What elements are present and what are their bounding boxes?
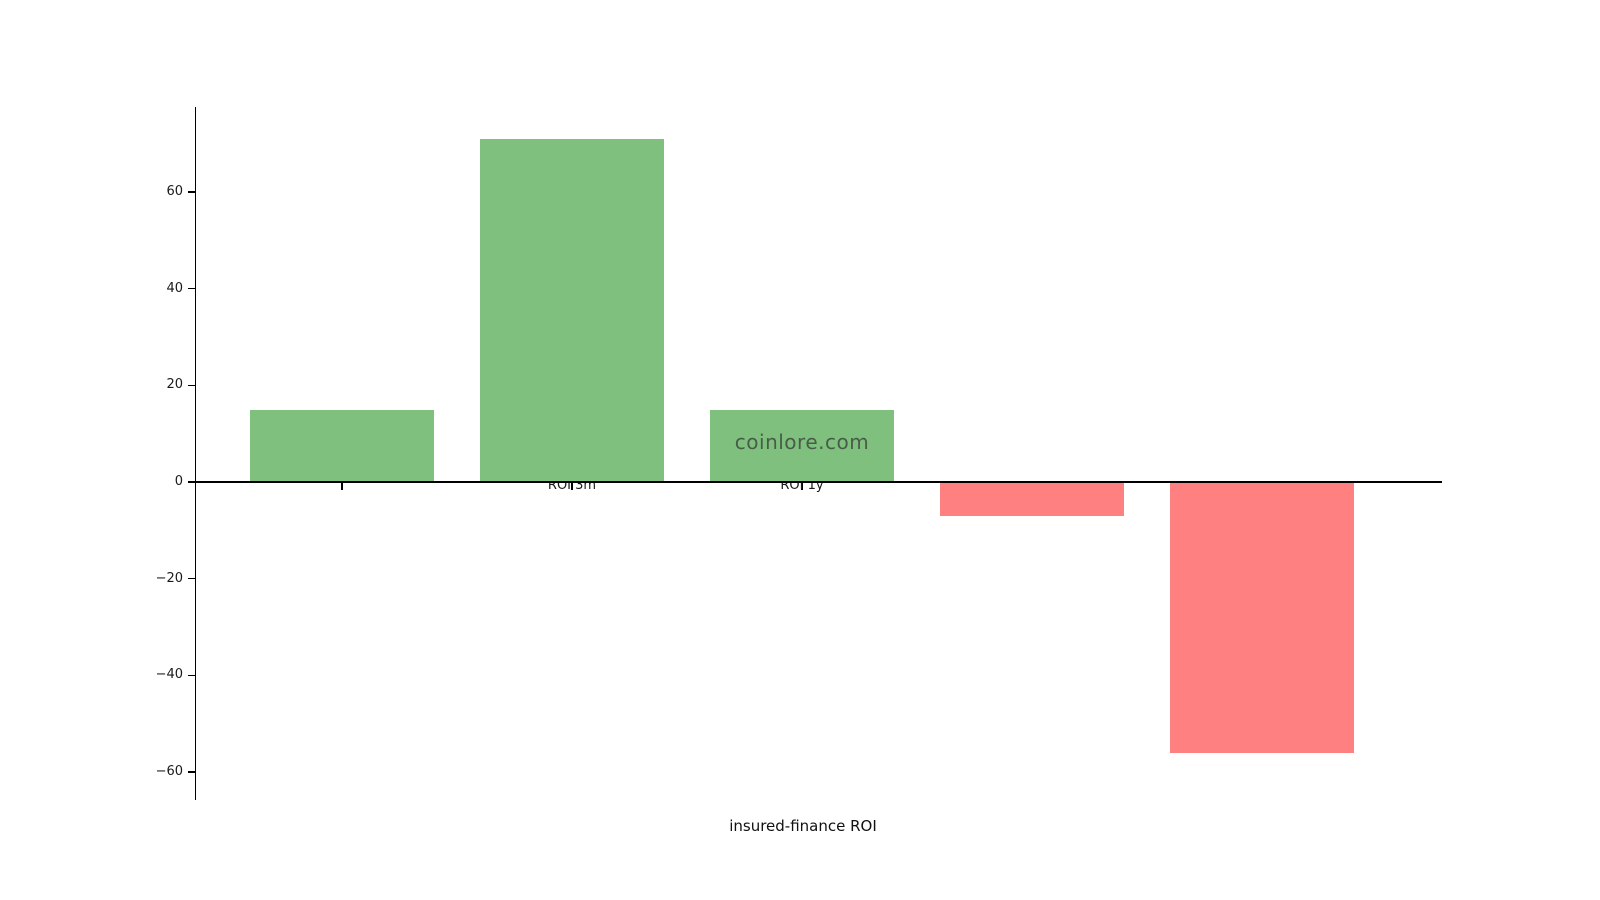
roi-bar — [940, 482, 1124, 516]
y-tick-label: 20 — [166, 377, 183, 393]
roi-bar — [1170, 482, 1354, 753]
y-tick-label: 40 — [166, 280, 183, 296]
y-tick-label: −20 — [155, 570, 183, 586]
roi-bar — [710, 409, 894, 482]
y-tick-mark — [188, 481, 195, 483]
y-tick-mark — [188, 578, 195, 580]
y-tick-mark — [188, 384, 195, 387]
y-tick-label: −40 — [155, 667, 183, 683]
y-tick-mark — [188, 288, 195, 290]
y-tick-mark — [188, 674, 195, 677]
roi-bar — [250, 409, 434, 482]
x-tick-mark — [801, 482, 803, 490]
roi-bar — [480, 138, 664, 482]
x-tick-mark — [571, 482, 573, 490]
y-tick-label: 0 — [174, 474, 183, 489]
y-tick-label: −60 — [155, 764, 183, 779]
y-tick-label: 60 — [166, 184, 183, 199]
y-axis-spine — [195, 107, 197, 800]
watermark-text: coinlore.com — [734, 430, 870, 454]
y-tick-mark — [188, 771, 195, 773]
chart-title: insured-finance ROI — [729, 817, 877, 835]
x-axis-zero-line — [195, 481, 1442, 483]
x-tick-mark — [341, 482, 343, 490]
y-tick-mark — [188, 191, 195, 193]
